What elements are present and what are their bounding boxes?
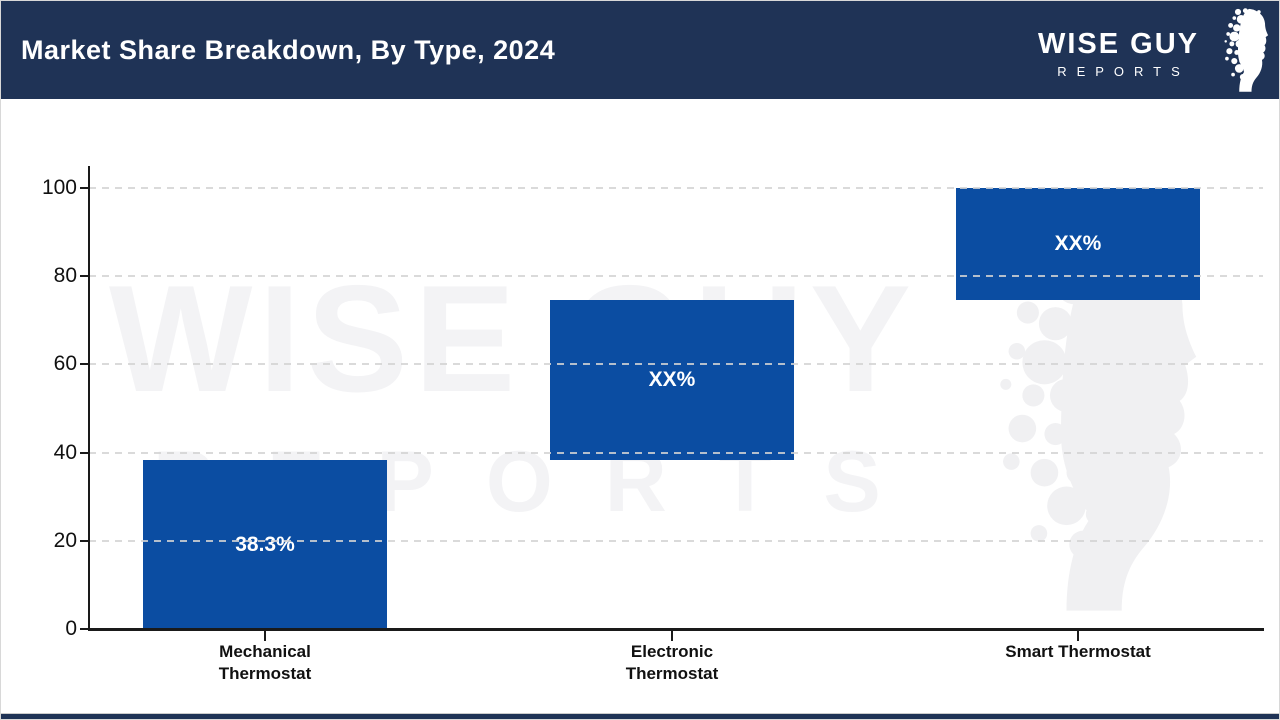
y-tick-label: 60 <box>53 352 77 375</box>
footer-strip <box>1 713 1279 719</box>
y-axis-line <box>88 166 90 630</box>
brand-text: WISE GUY REPORTS <box>1038 28 1199 79</box>
bar-value-label: XX% <box>1054 232 1102 255</box>
x-axis-line <box>88 628 1264 631</box>
bar: XX% <box>550 300 794 460</box>
y-tick-label: 20 <box>53 529 77 552</box>
bar-value-label: XX% <box>648 368 696 391</box>
y-tick <box>80 187 89 189</box>
page-title: Market Share Breakdown, By Type, 2024 <box>21 35 556 65</box>
watermark-wordmark: WISE GUY <box>109 254 918 424</box>
bar: XX% <box>956 188 1200 300</box>
bar: 38.3% <box>143 460 387 629</box>
brand-reports-label: REPORTS <box>1057 63 1190 79</box>
x-tick <box>671 631 673 641</box>
y-tick <box>80 628 89 630</box>
y-tick <box>80 275 89 277</box>
y-tick-label: 40 <box>53 441 77 464</box>
y-tick-label: 100 <box>41 176 77 199</box>
header: Market Share Breakdown, By Type, 2024 WI… <box>1 1 1279 99</box>
y-tick-label: 0 <box>65 617 77 640</box>
brand-wordmark: WISE GUY <box>1037 27 1199 60</box>
y-tick <box>80 363 89 365</box>
x-tick <box>264 631 266 641</box>
x-category-label: Electronic Thermostat <box>625 642 719 683</box>
gridline <box>89 275 1263 277</box>
y-tick <box>80 540 89 542</box>
x-tick <box>1077 631 1079 641</box>
gridline <box>89 452 1263 454</box>
bar-value-label: 38.3% <box>235 532 295 556</box>
y-tick <box>80 452 89 454</box>
x-category-label: Mechanical Thermostat <box>218 642 312 683</box>
gridline <box>89 363 1263 365</box>
x-category-label: Smart Thermostat <box>1005 642 1151 661</box>
gridline <box>89 187 1263 189</box>
gridline <box>89 540 1263 542</box>
brand-head-icon <box>1224 8 1269 92</box>
brand-logo: WISE GUY REPORTS <box>1038 5 1275 95</box>
y-tick-label: 80 <box>53 264 77 287</box>
